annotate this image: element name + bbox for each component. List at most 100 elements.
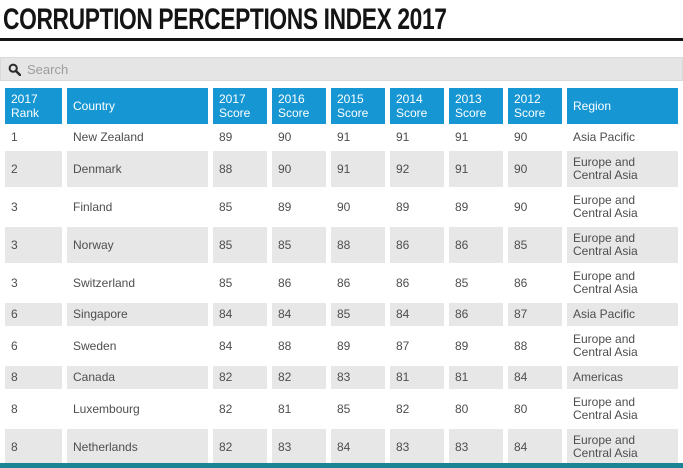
table-row: 6 Singapore 84 84 85 84 86 87 Asia Pacific	[5, 303, 678, 326]
column-header-rank[interactable]: 2017 Rank	[5, 88, 62, 124]
cell-s2012: 90	[508, 151, 562, 187]
cell-rank: 1	[5, 126, 62, 149]
cell-s2014: 84	[390, 303, 444, 326]
page-title: CORRUPTION PERCEPTIONS INDEX 2017	[3, 3, 447, 36]
cell-s2017: 85	[213, 189, 267, 225]
cell-s2017: 89	[213, 126, 267, 149]
cell-s2016: 90	[272, 151, 326, 187]
cell-s2013: 86	[449, 303, 503, 326]
search-icon	[8, 63, 21, 76]
cell-s2017: 85	[213, 227, 267, 263]
cell-s2014: 92	[390, 151, 444, 187]
cell-s2013: 81	[449, 366, 503, 389]
cell-country: Luxembourg	[67, 391, 208, 427]
cell-rank: 6	[5, 303, 62, 326]
search-bar[interactable]	[0, 57, 683, 81]
cell-region: Europe and Central Asia	[567, 227, 678, 263]
cell-s2015: 89	[331, 328, 385, 364]
cell-s2012: 84	[508, 366, 562, 389]
cell-s2015: 85	[331, 303, 385, 326]
cell-s2012: 90	[508, 189, 562, 225]
cell-s2016: 83	[272, 429, 326, 465]
cell-s2014: 82	[390, 391, 444, 427]
cell-country: Canada	[67, 366, 208, 389]
cell-s2017: 85	[213, 265, 267, 301]
title-block: CORRUPTION PERCEPTIONS INDEX 2017	[0, 0, 683, 36]
cell-region: Asia Pacific	[567, 303, 678, 326]
cell-s2016: 89	[272, 189, 326, 225]
cell-country: New Zealand	[67, 126, 208, 149]
cell-country: Netherlands	[67, 429, 208, 465]
cpi-table: 2017 Rank Country 2017 Score 2016 Score 2015…	[0, 86, 683, 467]
column-header-s2012[interactable]: 2012 Score	[508, 88, 562, 124]
cell-s2017: 88	[213, 151, 267, 187]
cell-s2017: 82	[213, 391, 267, 427]
cell-region: Asia Pacific	[567, 126, 678, 149]
table-row: 2 Denmark 88 90 91 92 91 90 Europe and Central A…	[5, 151, 678, 187]
table-row: 8 Canada 82 82 83 81 81 84 Americas	[5, 366, 678, 389]
title-underline	[0, 38, 683, 41]
header-row: 2017 Rank Country 2017 Score 2016 Score 2015…	[5, 88, 678, 124]
cell-s2013: 89	[449, 328, 503, 364]
table-row: 8 Netherlands 82 83 84 83 83 84 Europe and Centr…	[5, 429, 678, 465]
cell-s2015: 84	[331, 429, 385, 465]
cell-region: Europe and Central Asia	[567, 151, 678, 187]
cell-s2013: 83	[449, 429, 503, 465]
cell-s2013: 86	[449, 227, 503, 263]
cell-s2016: 81	[272, 391, 326, 427]
cell-rank: 8	[5, 429, 62, 465]
table-row: 3 Norway 85 85 88 86 86 85 Europe and Central As…	[5, 227, 678, 263]
cell-s2015: 91	[331, 151, 385, 187]
cell-rank: 2	[5, 151, 62, 187]
column-header-s2013[interactable]: 2013 Score	[449, 88, 503, 124]
table-row: 3 Switzerland 85 86 86 86 85 86 Europe and Centr…	[5, 265, 678, 301]
cell-rank: 3	[5, 189, 62, 225]
table-row: 6 Sweden 84 88 89 87 89 88 Europe and Central As…	[5, 328, 678, 364]
cell-s2016: 90	[272, 126, 326, 149]
cell-rank: 3	[5, 265, 62, 301]
column-header-country[interactable]: Country	[67, 88, 208, 124]
table-row: 3 Finland 85 89 90 89 89 90 Europe and Central A…	[5, 189, 678, 225]
cell-s2017: 82	[213, 366, 267, 389]
cell-s2017: 84	[213, 303, 267, 326]
column-header-s2016[interactable]: 2016 Score	[272, 88, 326, 124]
column-header-s2014[interactable]: 2014 Score	[390, 88, 444, 124]
cell-s2017: 84	[213, 328, 267, 364]
search-input[interactable]	[27, 59, 675, 79]
cell-rank: 8	[5, 366, 62, 389]
cell-region: Europe and Central Asia	[567, 328, 678, 364]
cell-s2015: 90	[331, 189, 385, 225]
cell-country: Finland	[67, 189, 208, 225]
table-row: 8 Luxembourg 82 81 85 82 80 80 Europe and Centra…	[5, 391, 678, 427]
cell-s2015: 85	[331, 391, 385, 427]
cell-s2013: 85	[449, 265, 503, 301]
cell-rank: 3	[5, 227, 62, 263]
cell-region: Americas	[567, 366, 678, 389]
cell-s2016: 84	[272, 303, 326, 326]
cell-s2014: 83	[390, 429, 444, 465]
cell-s2012: 90	[508, 126, 562, 149]
cell-s2014: 91	[390, 126, 444, 149]
cell-s2016: 88	[272, 328, 326, 364]
cell-country: Norway	[67, 227, 208, 263]
column-header-region[interactable]: Region	[567, 88, 678, 124]
column-header-s2017[interactable]: 2017 Score	[213, 88, 267, 124]
cell-s2014: 87	[390, 328, 444, 364]
cell-region: Europe and Central Asia	[567, 189, 678, 225]
cell-s2016: 85	[272, 227, 326, 263]
cell-country: Switzerland	[67, 265, 208, 301]
cell-country: Denmark	[67, 151, 208, 187]
cell-s2015: 88	[331, 227, 385, 263]
cell-country: Singapore	[67, 303, 208, 326]
cell-s2013: 91	[449, 126, 503, 149]
column-header-s2015[interactable]: 2015 Score	[331, 88, 385, 124]
cell-s2015: 91	[331, 126, 385, 149]
cell-s2014: 86	[390, 227, 444, 263]
cell-s2015: 83	[331, 366, 385, 389]
cell-s2014: 86	[390, 265, 444, 301]
cell-s2012: 87	[508, 303, 562, 326]
cell-s2014: 89	[390, 189, 444, 225]
cell-s2016: 86	[272, 265, 326, 301]
cell-s2016: 82	[272, 366, 326, 389]
cell-region: Europe and Central Asia	[567, 391, 678, 427]
